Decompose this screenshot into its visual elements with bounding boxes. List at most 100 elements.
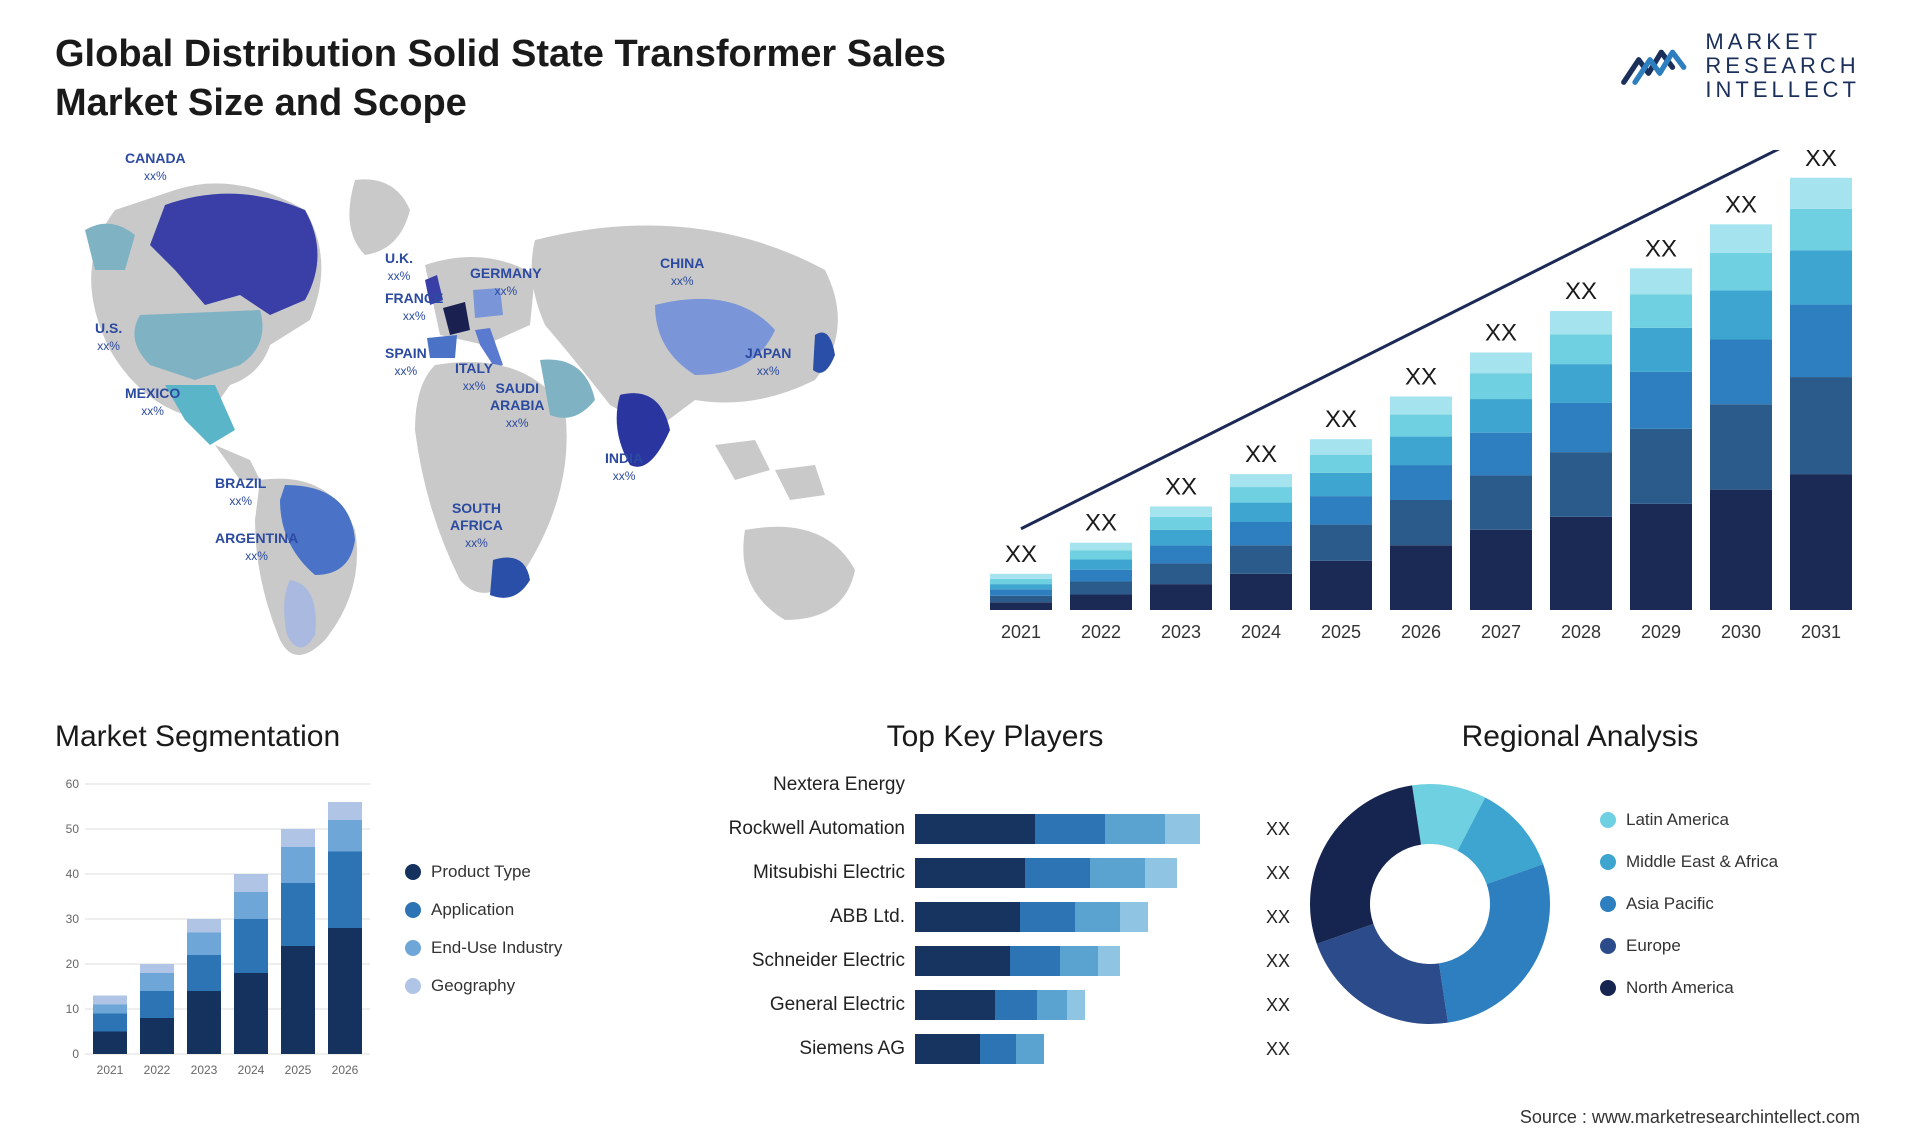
map-label-italy: ITALYxx%	[455, 360, 493, 394]
map-label-china: CHINAxx%	[660, 255, 704, 289]
svg-text:20: 20	[66, 957, 80, 971]
regional-legend-item: North America	[1600, 978, 1778, 998]
logo-text: MARKET RESEARCH INTELLECT	[1705, 30, 1860, 103]
svg-text:2026: 2026	[1401, 622, 1441, 642]
svg-text:50: 50	[66, 822, 80, 836]
player-value: XX	[1266, 995, 1290, 1016]
svg-text:XX: XX	[1245, 441, 1277, 468]
svg-text:XX: XX	[1485, 319, 1517, 346]
player-name: Nextera Energy	[700, 774, 905, 796]
players-title: Top Key Players	[700, 720, 1290, 754]
regional-title: Regional Analysis	[1300, 720, 1860, 754]
map-label-u-s-: U.S.xx%	[95, 320, 122, 354]
map-label-japan: JAPANxx%	[745, 345, 791, 379]
player-name: ABB Ltd.	[700, 906, 905, 928]
map-label-mexico: MEXICOxx%	[125, 385, 180, 419]
svg-text:30: 30	[66, 912, 80, 926]
svg-text:2031: 2031	[1801, 622, 1841, 642]
svg-text:2022: 2022	[1081, 622, 1121, 642]
svg-text:XX: XX	[1405, 363, 1437, 390]
regional-legend: Latin America Middle East & Africa Asia Pa…	[1600, 810, 1778, 998]
player-name: Rockwell Automation	[700, 818, 905, 840]
svg-text:2021: 2021	[1001, 622, 1041, 642]
player-bar	[915, 814, 1246, 844]
player-bar	[915, 858, 1246, 888]
title-text: Global Distribution Solid State Transfor…	[55, 30, 955, 129]
player-row: Schneider ElectricXX	[700, 944, 1290, 978]
regional-legend-item: Latin America	[1600, 810, 1778, 830]
map-label-saudi-arabia: SAUDIARABIAxx%	[490, 380, 544, 430]
map-label-brazil: BRAZILxx%	[215, 475, 266, 509]
regional-legend-item: Asia Pacific	[1600, 894, 1778, 914]
segmentation-legend: Product Type Application End-Use Industry G…	[405, 862, 562, 996]
player-row: General Electric XX	[700, 988, 1290, 1022]
player-name: General Electric	[700, 994, 905, 1016]
player-value: XX	[1266, 863, 1290, 884]
svg-text:XX: XX	[1725, 191, 1757, 218]
svg-text:2028: 2028	[1561, 622, 1601, 642]
regional-legend-item: Europe	[1600, 936, 1778, 956]
map-label-germany: GERMANYxx%	[470, 265, 542, 299]
player-row: Mitsubishi Electric XX	[700, 856, 1290, 890]
source-text: Source : www.marketresearchintellect.com	[1520, 1107, 1860, 1128]
seg-legend-item: Application	[405, 900, 562, 920]
player-name: Mitsubishi Electric	[700, 862, 905, 884]
player-row: Siemens AG XX	[700, 1032, 1290, 1066]
logo-mark-icon	[1620, 36, 1695, 96]
regional-donut-chart	[1300, 774, 1560, 1034]
brand-logo: MARKET RESEARCH INTELLECT	[1620, 30, 1860, 103]
player-row: ABB Ltd. XX	[700, 900, 1290, 934]
map-label-france: FRANCExx%	[385, 290, 443, 324]
segmentation-section: Market Segmentation 01020304050602021202…	[55, 720, 655, 1084]
segmentation-chart: 0102030405060202120222023202420252026	[55, 774, 375, 1084]
world-map: CANADAxx% U.S.xx% MEXICOxx% BRAZILxx% ARGENT…	[55, 150, 895, 680]
map-label-india: INDIAxx%	[605, 450, 643, 484]
svg-text:2024: 2024	[238, 1063, 265, 1077]
player-bar	[915, 1034, 1246, 1064]
page-title: Global Distribution Solid State Transfor…	[55, 30, 955, 129]
svg-text:0: 0	[72, 1047, 79, 1061]
map-label-canada: CANADAxx%	[125, 150, 186, 184]
svg-text:2027: 2027	[1481, 622, 1521, 642]
svg-text:XX: XX	[1325, 406, 1357, 433]
svg-text:XX: XX	[1565, 278, 1597, 305]
svg-text:XX: XX	[1085, 510, 1117, 537]
player-bar	[915, 902, 1246, 932]
map-label-spain: SPAINxx%	[385, 345, 427, 379]
svg-text:10: 10	[66, 1002, 80, 1016]
svg-text:2023: 2023	[1161, 622, 1201, 642]
player-row: Nextera Energy	[700, 768, 1290, 802]
map-label-argentina: ARGENTINAxx%	[215, 530, 298, 564]
player-bar	[915, 770, 1290, 800]
svg-text:60: 60	[66, 777, 80, 791]
svg-text:2025: 2025	[1321, 622, 1361, 642]
svg-text:2023: 2023	[191, 1063, 218, 1077]
player-name: Siemens AG	[700, 1038, 905, 1060]
svg-text:XX: XX	[1805, 150, 1837, 172]
players-section: Top Key Players Nextera Energy Rockwell A…	[700, 720, 1290, 1076]
svg-text:2029: 2029	[1641, 622, 1681, 642]
main-growth-chart: XX 2021 XX 2022 XX 2023 XX 2024 XX 2025 XX 2026 XX 20…	[980, 150, 1860, 670]
seg-legend-item: Geography	[405, 976, 562, 996]
player-value: XX	[1266, 951, 1290, 972]
map-label-u-k-: U.K.xx%	[385, 250, 413, 284]
svg-text:XX: XX	[1165, 473, 1197, 500]
player-row: Rockwell Automation XX	[700, 812, 1290, 846]
player-bar	[915, 990, 1246, 1020]
seg-legend-item: End-Use Industry	[405, 938, 562, 958]
regional-section: Regional Analysis Latin America Middle Ea…	[1300, 720, 1860, 1034]
svg-text:2030: 2030	[1721, 622, 1761, 642]
player-value: XX	[1266, 1039, 1290, 1060]
regional-legend-item: Middle East & Africa	[1600, 852, 1778, 872]
svg-text:XX: XX	[1005, 541, 1037, 568]
svg-text:2021: 2021	[97, 1063, 124, 1077]
map-label-south-africa: SOUTHAFRICAxx%	[450, 500, 503, 550]
player-value: XX	[1266, 907, 1290, 928]
player-value: XX	[1266, 819, 1290, 840]
seg-legend-item: Product Type	[405, 862, 562, 882]
svg-text:2025: 2025	[285, 1063, 312, 1077]
svg-text:XX: XX	[1645, 235, 1677, 262]
svg-text:2022: 2022	[144, 1063, 171, 1077]
svg-text:2026: 2026	[332, 1063, 359, 1077]
svg-text:2024: 2024	[1241, 622, 1281, 642]
